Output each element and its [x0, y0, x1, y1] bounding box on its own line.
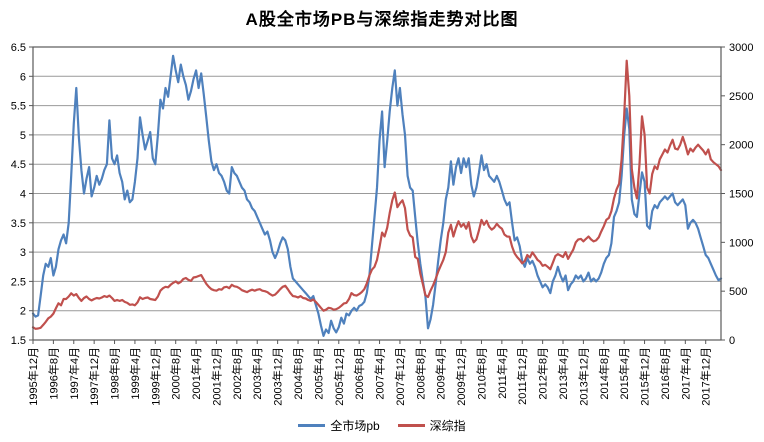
svg-text:1.5: 1.5 — [11, 335, 26, 347]
svg-text:3: 3 — [20, 247, 26, 259]
svg-text:2011年12月: 2011年12月 — [515, 347, 529, 405]
svg-text:2011年4月: 2011年4月 — [495, 347, 509, 399]
svg-text:2017年12月: 2017年12月 — [699, 347, 713, 406]
svg-text:5: 5 — [20, 130, 26, 142]
series-pb-line — [31, 54, 723, 337]
svg-text:2006年8月: 2006年8月 — [352, 347, 366, 400]
pb-line-swatch — [298, 424, 326, 427]
svg-text:2005年4月: 2005年4月 — [311, 347, 325, 400]
svg-text:2500: 2500 — [729, 91, 753, 103]
svg-text:2013年4月: 2013年4月 — [556, 347, 570, 400]
svg-text:5.5: 5.5 — [11, 101, 26, 113]
svg-text:6.5: 6.5 — [11, 42, 26, 54]
pb-legend-label: 全市场pb — [330, 419, 380, 433]
axis-ticks — [29, 46, 725, 344]
svg-text:500: 500 — [729, 286, 747, 298]
svg-text:2009年4月: 2009年4月 — [434, 347, 448, 400]
svg-text:2017年4月: 2017年4月 — [678, 347, 692, 400]
svg-text:1996年8月: 1996年8月 — [46, 347, 60, 400]
legend: 全市场pb 深综指 — [0, 417, 764, 434]
svg-text:2007年4月: 2007年4月 — [373, 347, 387, 400]
svg-text:1999年12月: 1999年12月 — [148, 347, 162, 406]
svg-text:3.5: 3.5 — [11, 218, 26, 230]
svg-text:2: 2 — [20, 306, 26, 318]
svg-text:2001年12月: 2001年12月 — [209, 347, 223, 406]
szzs-legend-label: 深综指 — [429, 419, 466, 433]
x-axis-labels: 1995年12月 1996年8月 1997年4月 1997年12月 1998年8月 199… — [26, 347, 713, 406]
svg-text:2008年8月: 2008年8月 — [413, 347, 427, 400]
svg-text:2003年4月: 2003年4月 — [250, 347, 264, 400]
y-axis-labels-right: 3000 2500 2000 1500 1000 500 0 — [729, 42, 753, 347]
svg-text:2005年12月: 2005年12月 — [332, 347, 346, 406]
svg-text:2000年8月: 2000年8月 — [169, 347, 183, 400]
svg-text:1500: 1500 — [729, 189, 753, 201]
svg-text:4: 4 — [20, 189, 26, 201]
svg-text:2003年12月: 2003年12月 — [271, 347, 285, 406]
svg-text:2012年8月: 2012年8月 — [536, 347, 550, 400]
svg-text:2014年8月: 2014年8月 — [597, 347, 611, 400]
svg-text:2013年12月: 2013年12月 — [576, 347, 590, 406]
svg-text:1997年4月: 1997年4月 — [67, 347, 81, 400]
svg-text:3000: 3000 — [729, 42, 753, 54]
svg-text:1999年4月: 1999年4月 — [128, 347, 142, 400]
y-axis-labels-left: 6.5 6 5.5 5 4.5 4 3.5 3 2.5 2 1.5 — [11, 42, 26, 347]
svg-text:2010年8月: 2010年8月 — [474, 347, 488, 400]
series-szzs-line — [31, 59, 723, 330]
svg-text:1000: 1000 — [729, 237, 753, 249]
svg-text:1995年12月: 1995年12月 — [26, 347, 40, 406]
legend-item-szzs: 深综指 — [397, 417, 466, 434]
svg-text:1997年12月: 1997年12月 — [87, 347, 101, 406]
svg-text:2002年8月: 2002年8月 — [230, 347, 244, 400]
svg-text:2000: 2000 — [729, 140, 753, 152]
legend-item-pb: 全市场pb — [298, 417, 380, 434]
svg-text:0: 0 — [729, 335, 735, 347]
svg-text:2001年4月: 2001年4月 — [189, 347, 203, 400]
svg-text:6: 6 — [20, 71, 26, 83]
svg-text:2015年4月: 2015年4月 — [617, 347, 631, 400]
svg-text:1998年8月: 1998年8月 — [108, 347, 122, 400]
svg-text:2.5: 2.5 — [11, 276, 26, 288]
szzs-line-swatch — [397, 424, 425, 427]
svg-text:4.5: 4.5 — [11, 159, 26, 171]
svg-text:2004年8月: 2004年8月 — [291, 347, 305, 400]
svg-text:2016年8月: 2016年8月 — [658, 347, 672, 400]
svg-text:2015年12月: 2015年12月 — [638, 347, 652, 406]
svg-text:2009年12月: 2009年12月 — [454, 347, 468, 406]
chart-title: A股全市场PB与深综指走势对比图 — [245, 10, 519, 29]
svg-text:2007年12月: 2007年12月 — [393, 347, 407, 406]
